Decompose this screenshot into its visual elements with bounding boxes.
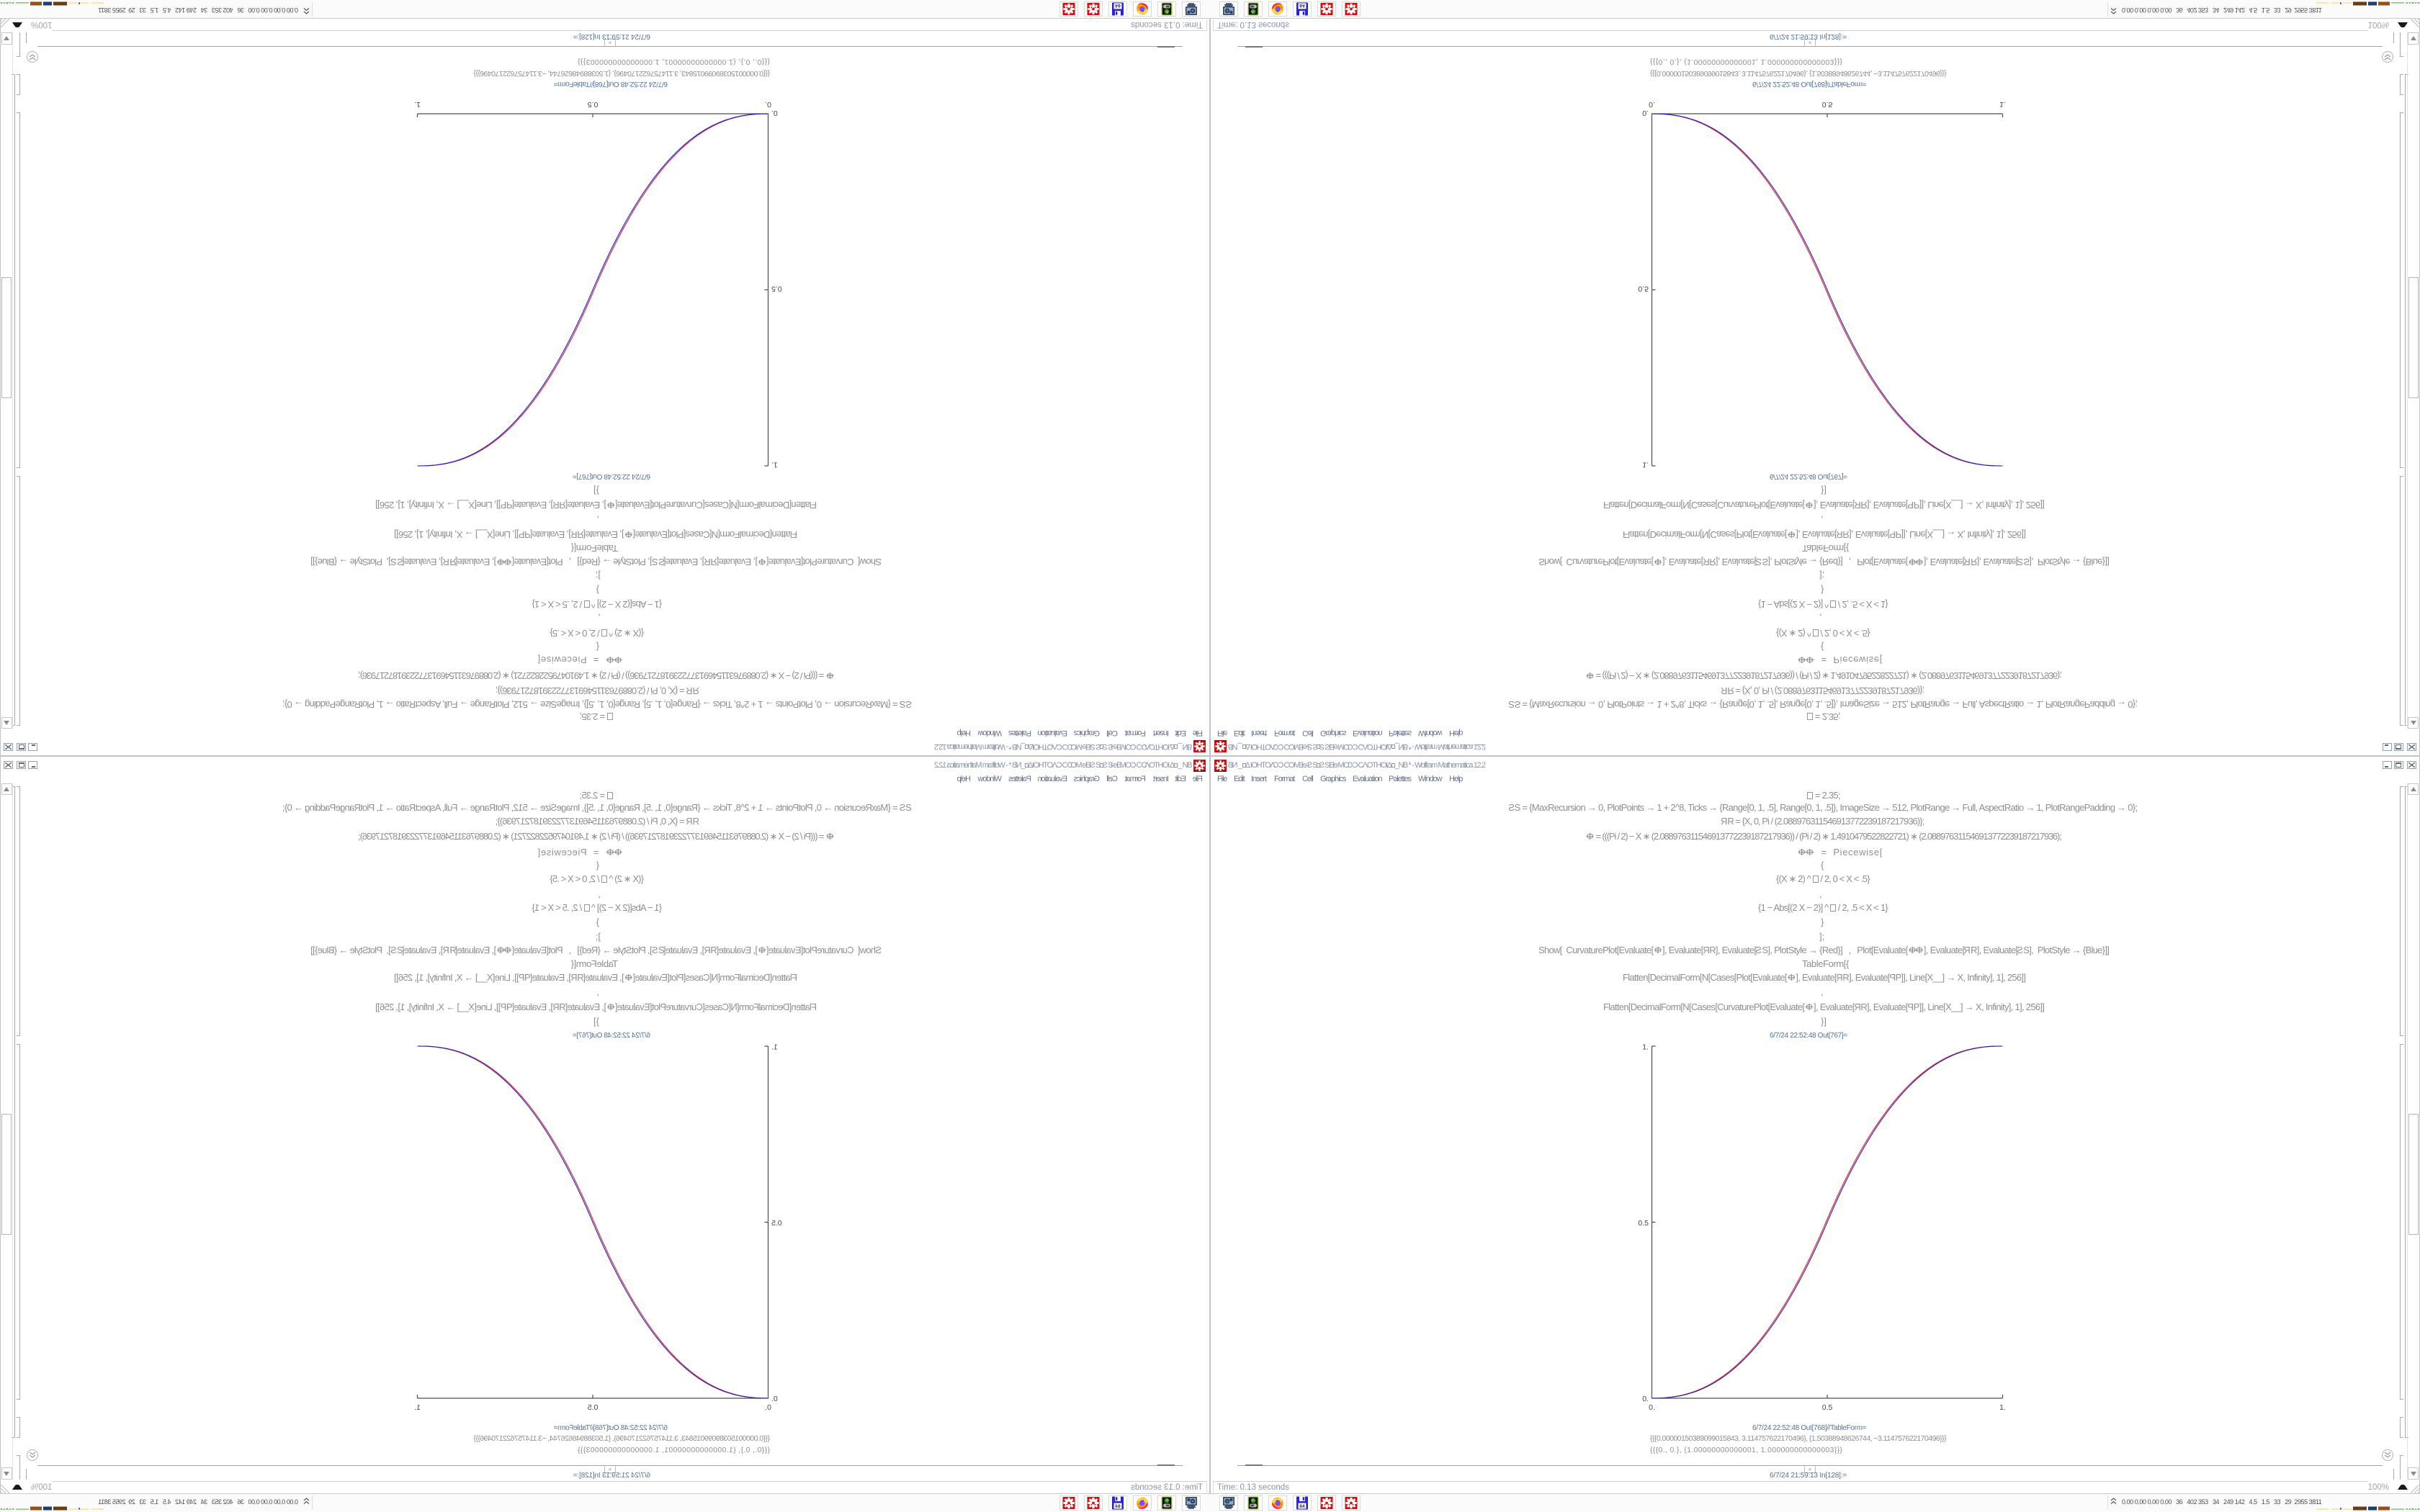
svg-text:64: 64 [1115,3,1121,8]
svg-text:0.: 0. [1649,1403,1655,1412]
svg-text:1.: 1. [1642,1043,1649,1052]
svg-text:0.: 0. [771,1395,778,1403]
svg-text:0.: 0. [1642,109,1649,117]
svg-text:0.: 0. [1649,100,1655,109]
svg-text:0.: 0. [765,1403,771,1412]
svg-text:1.: 1. [414,1403,421,1412]
svg-text:1.: 1. [414,100,421,109]
svg-text:0.5: 0.5 [1822,1403,1833,1412]
svg-text:0.5: 0.5 [1638,1219,1649,1228]
svg-text:0.5: 0.5 [1822,100,1833,109]
svg-text:64: 64 [1299,3,1305,8]
svg-text:0.: 0. [771,109,778,117]
svg-text:0.5: 0.5 [588,100,599,109]
svg-text:1.: 1. [1642,461,1649,469]
svg-text:0.5: 0.5 [588,1403,599,1412]
svg-text:0.: 0. [765,100,771,109]
svg-text:64: 64 [1299,1504,1305,1509]
svg-text:1.: 1. [1999,100,2006,109]
svg-text:0.5: 0.5 [771,284,782,293]
svg-text:1.: 1. [771,461,778,469]
svg-text:1.: 1. [771,1043,778,1052]
svg-text:64: 64 [1115,1504,1121,1509]
svg-text:0.5: 0.5 [771,1219,782,1228]
svg-text:0.: 0. [1642,1395,1649,1403]
svg-text:1.: 1. [1999,1403,2006,1412]
svg-text:0.5: 0.5 [1638,284,1649,293]
